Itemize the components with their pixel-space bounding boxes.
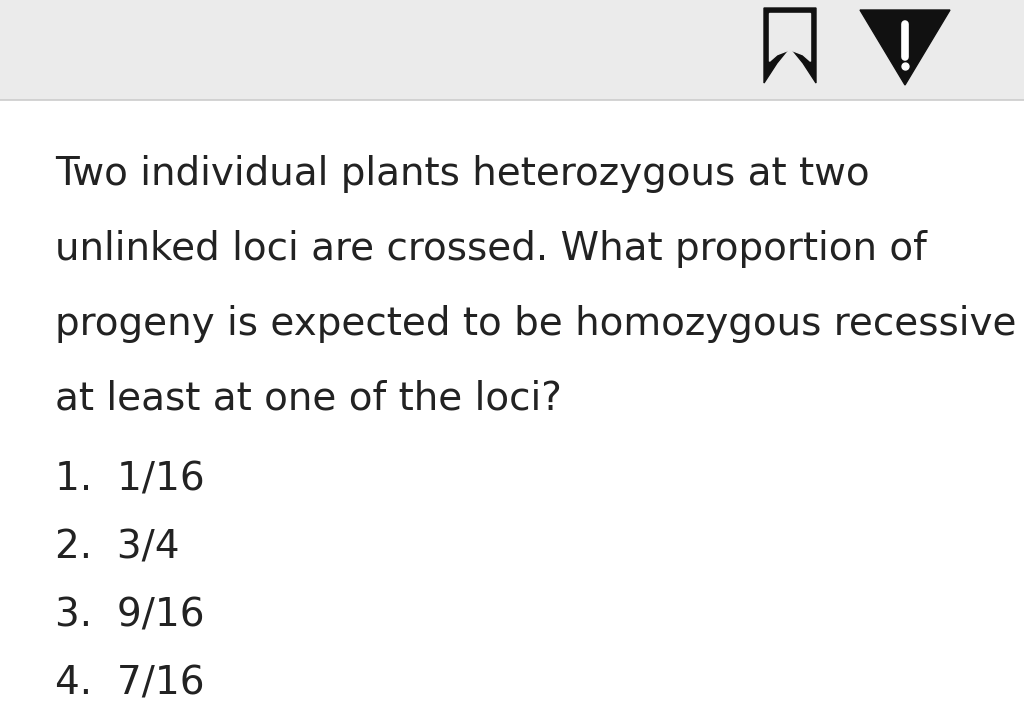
Polygon shape: [764, 8, 816, 83]
Text: 3.  9/16: 3. 9/16: [55, 596, 205, 634]
Text: unlinked loci are crossed. What proportion of: unlinked loci are crossed. What proporti…: [55, 230, 927, 268]
Text: 4.  7/16: 4. 7/16: [55, 664, 205, 702]
Text: progeny is expected to be homozygous recessive: progeny is expected to be homozygous rec…: [55, 305, 1017, 343]
Text: 1.  1/16: 1. 1/16: [55, 460, 205, 498]
Text: 2.  3/4: 2. 3/4: [55, 528, 179, 566]
Polygon shape: [860, 10, 950, 85]
Text: Two individual plants heterozygous at two: Two individual plants heterozygous at tw…: [55, 155, 869, 193]
Text: at least at one of the loci?: at least at one of the loci?: [55, 380, 562, 418]
Bar: [0, 100, 1024, 712]
Bar: [0, 0, 1024, 100]
Polygon shape: [769, 14, 811, 61]
